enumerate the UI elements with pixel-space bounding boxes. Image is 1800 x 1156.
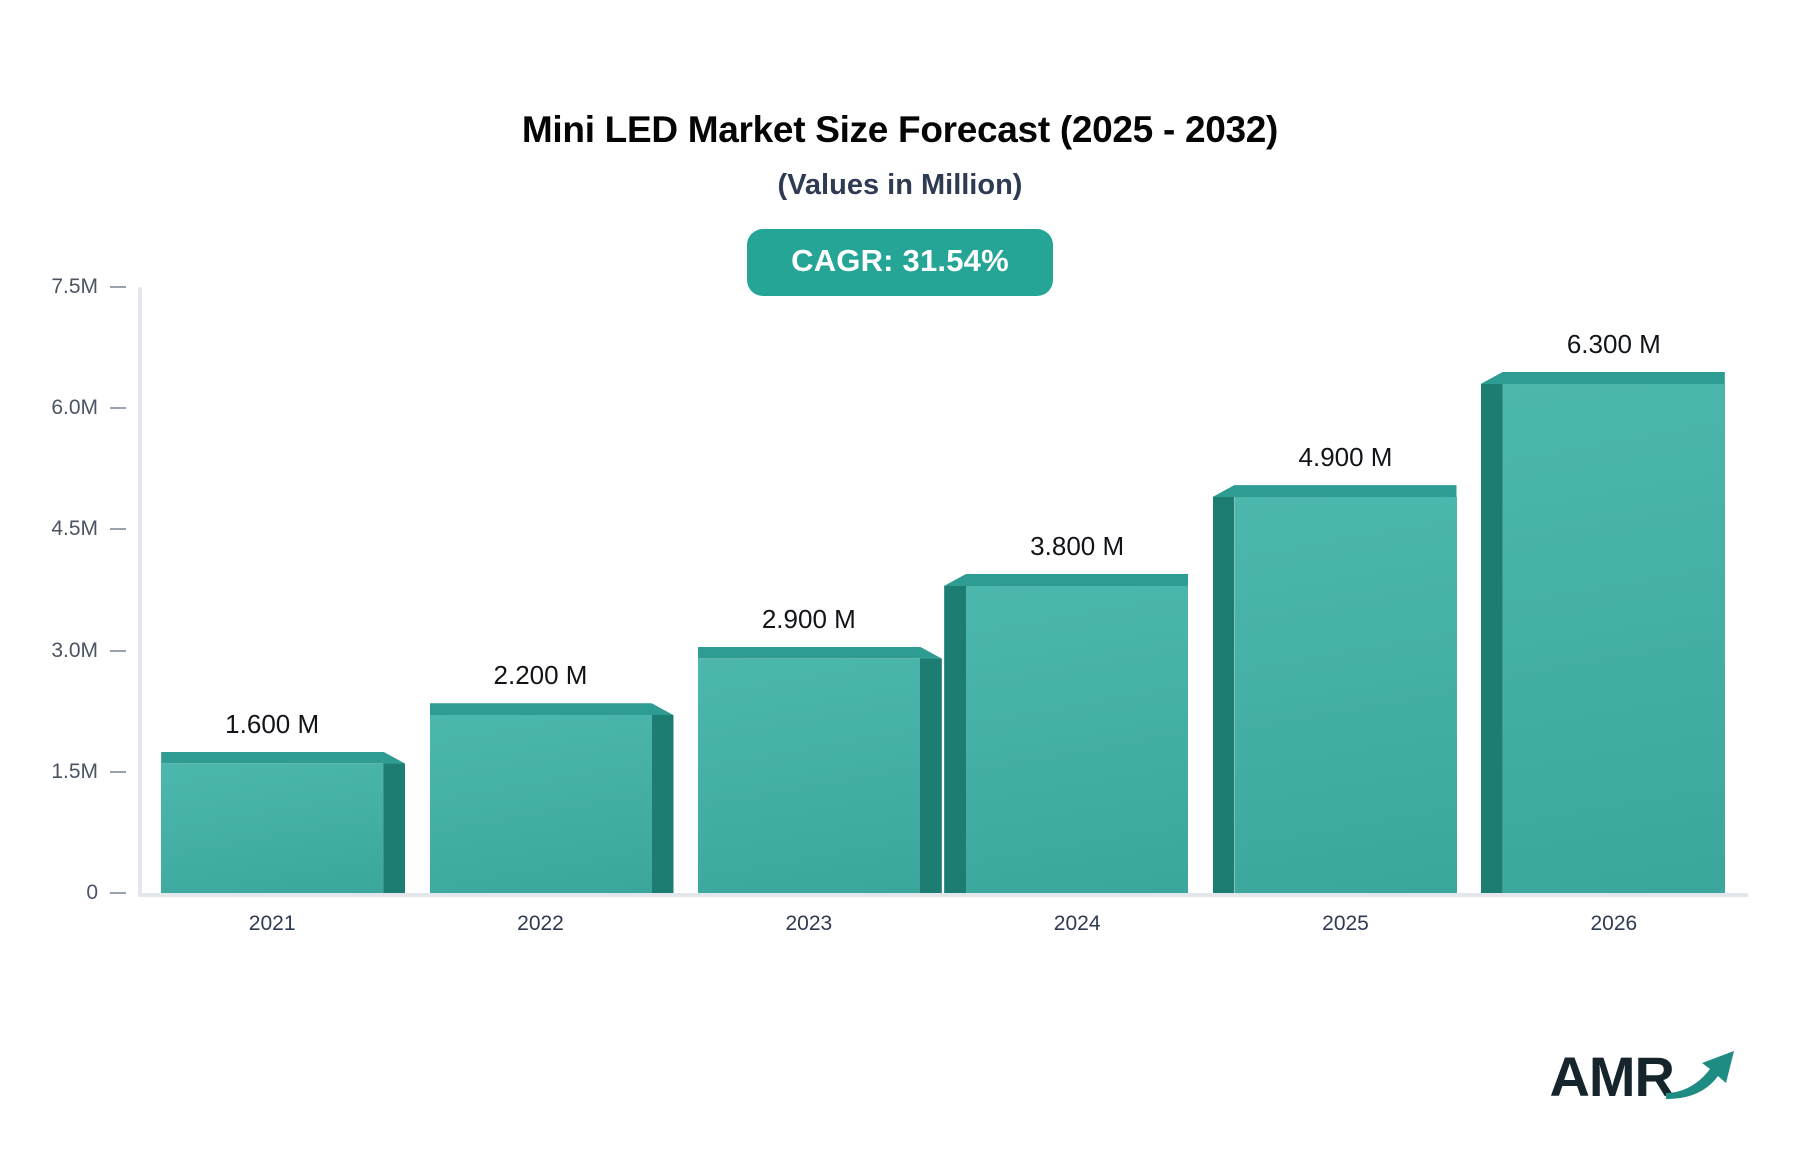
bar-front-face [1234,497,1457,893]
bar-top-face [429,703,674,716]
y-axis-tick-label: 6.0M [51,396,98,420]
bar-value-label: 1.600 M [225,708,320,739]
page-title: Mini LED Market Size Forecast (2025 - 20… [521,109,1279,150]
y-axis-tick-label: 0 [86,881,98,904]
bar-2026[interactable]: 6.300 M [1480,329,1725,893]
bar-side-face [383,751,406,893]
x-axis-tick-label: 2025 [1322,912,1369,935]
bar-top-face [1212,485,1457,498]
bar-2024[interactable]: 3.800 M [944,531,1189,893]
bar-value-label: 2.900 M [761,603,856,634]
growth-arrow-icon [1664,1043,1738,1104]
bar-top-face [697,646,942,659]
y-axis-tick-mark [110,649,126,652]
logo-wordmark: AMR [1549,1044,1675,1108]
y-axis-tick-mark [110,407,126,410]
x-axis-tick-label: 2023 [785,912,833,935]
cagr-status-badge: CAGR: 31.54% [747,228,1053,297]
y-axis-tick-label: 4.5M [51,517,98,541]
bar-value-label: 4.900 M [1298,442,1393,473]
bar-2025[interactable]: 4.900 M [1212,442,1457,893]
amr-logo: AMR [1549,1043,1738,1110]
bar-side-face [1480,371,1503,893]
bar-2022[interactable]: 2.200 M [429,660,674,893]
x-axis-line [138,893,1748,897]
chart-subtitle: (Values in Million) [777,168,1023,201]
x-axis-tick-label: 2024 [1053,912,1101,935]
y-axis-tick-label: 1.5M [51,759,98,783]
chart-header: Mini LED Market Size Forecast (2025 - 20… [0,0,1800,297]
y-axis-tick-label: 7.5M [51,275,98,298]
bar-side-face [944,573,967,893]
bar-2023[interactable]: 2.900 M [697,604,942,893]
bar-2021[interactable]: 1.600 M [161,709,406,893]
y-axis-tick-mark [110,286,126,288]
bar-value-label: 3.800 M [1030,530,1125,561]
y-axis-tick-label: 3.0M [51,638,98,662]
y-axis-tick-mark [110,770,126,773]
bar-front-face [429,715,652,893]
bar-top-face [1480,371,1725,384]
bar-top-face [161,751,406,764]
bar-top-face [944,573,1189,586]
bar-side-face [651,703,674,893]
cagr-badge-wrap: CAGR: 31.54% [0,228,1800,297]
bar-front-face [966,585,1189,893]
bar-front-face [1502,383,1725,893]
bar-value-label: 6.300 M [1566,328,1661,359]
bar-value-label: 2.200 M [493,660,588,691]
bar-front-face [161,763,384,893]
x-axis-tick-label: 2021 [248,912,296,935]
bar-side-face [919,646,942,893]
y-axis-line [138,287,142,895]
bar-side-face [1212,485,1235,893]
x-axis-tick-label: 2026 [1590,912,1638,935]
x-axis-tick-label: 2022 [517,912,564,935]
bar-front-face [697,658,920,893]
y-axis-tick-mark [110,528,126,531]
y-axis-tick-mark [110,892,126,894]
